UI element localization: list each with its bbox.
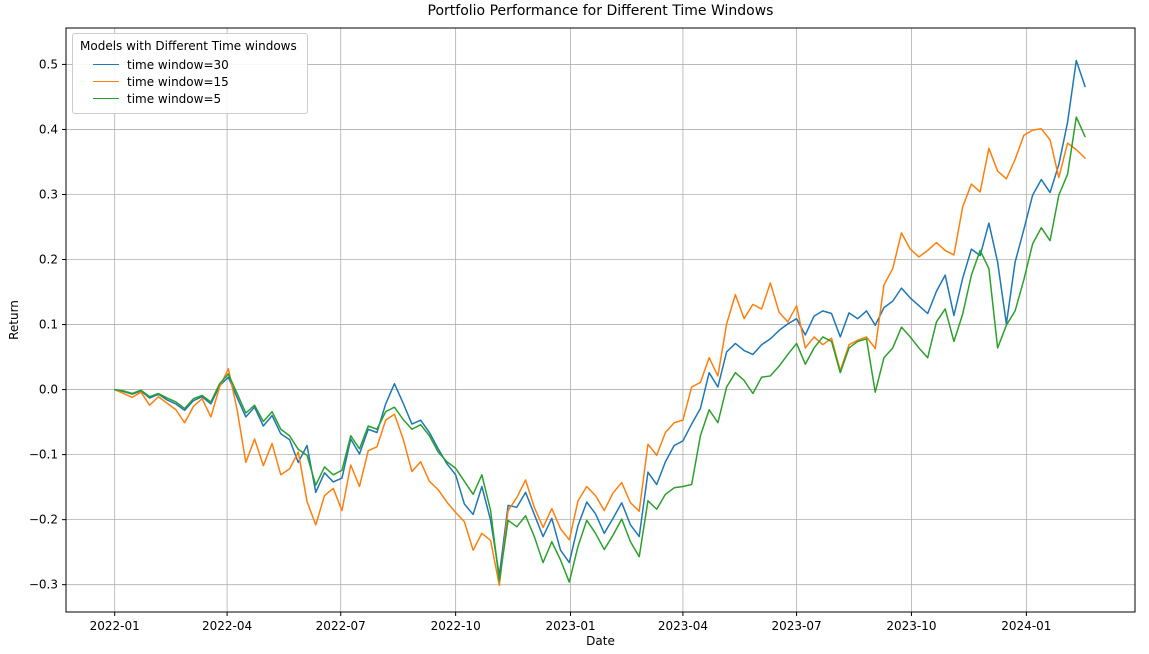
legend-label: time window=5 [127,91,222,106]
legend-item-time-window-5: time window=5 [80,90,297,107]
x-axis-label: Date [586,634,615,648]
x-tick-label: 2023-04 [658,619,708,633]
y-tick-label: 0.4 [39,122,58,136]
legend-item-time-window-30: time window=30 [80,56,297,73]
y-tick-label: 0.3 [39,187,58,201]
x-tick-label: 2022-10 [431,619,481,633]
legend-title: Models with Different Time windows [80,39,297,53]
series-line-time-window-5 [113,116,1086,583]
legend: Models with Different Time windows time … [72,33,308,114]
y-tick-label: −0.3 [29,578,58,592]
x-tick-label: 2023-10 [886,619,936,633]
y-tick-label: 0.5 [39,57,58,71]
x-tick-label: 2023-01 [545,619,595,633]
legend-line-sample-time-window-30 [93,64,119,65]
y-axis-label: Return [7,300,21,340]
x-tick-label: 2023-07 [771,619,821,633]
y-tick-label: 0.0 [39,383,58,397]
axes-spines [65,27,1136,613]
legend-label: time window=15 [127,74,229,89]
legend-label: time window=30 [127,57,229,72]
legend-line-sample-time-window-15 [93,81,119,82]
y-tick-label: 0.2 [39,253,58,267]
series-line-time-window-30 [113,59,1086,577]
chart-title: Portfolio Performance for Different Time… [427,3,774,19]
y-tick-label: −0.2 [29,513,58,527]
x-tick-label: 2022-07 [316,619,366,633]
y-tick-label: 0.1 [39,318,58,332]
x-tick-label: 2022-04 [202,619,252,633]
x-tick-label: 2022-01 [90,619,140,633]
y-tick-label: −0.1 [29,448,58,462]
legend-line-sample-time-window-5 [93,98,119,99]
legend-item-time-window-15: time window=15 [80,73,297,90]
series-line-time-window-15 [113,128,1086,587]
x-tick-label: 2024-01 [1001,619,1051,633]
axes-background [66,28,1135,612]
